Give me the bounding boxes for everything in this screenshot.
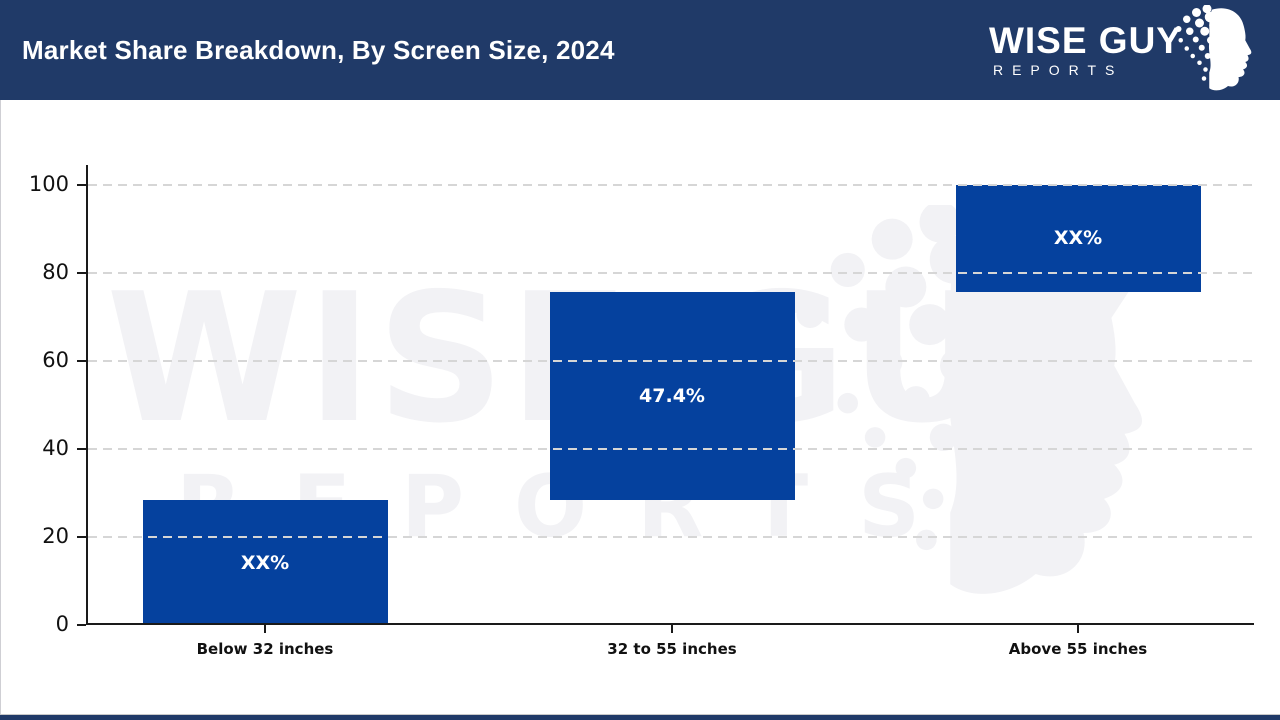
chart-area: WISE GUY REPORTS 0 20 40 60 80 100 XX% 47.4% XX%…: [0, 100, 1280, 714]
header-bar: Market Share Breakdown, By Screen Size, …: [0, 0, 1280, 100]
gridline-100: [88, 184, 1254, 186]
bar-segment: XX%: [955, 185, 1201, 292]
y-axis-line: [86, 165, 88, 625]
y-tick-mark: [77, 448, 86, 450]
bar-value-label: XX%: [1053, 227, 1103, 250]
y-tick-mark: [77, 360, 86, 362]
y-tick-mark: [77, 624, 86, 626]
gridline-80: [88, 272, 1254, 274]
y-tick-label: 100: [28, 172, 69, 196]
x-axis-line: [86, 623, 1254, 625]
gridline-40: [88, 448, 1254, 450]
y-tick-label: 20: [42, 524, 69, 548]
x-tick-mark: [264, 625, 266, 633]
bar-segment: 47.4%: [549, 291, 795, 501]
wise-guy-logo: WISE GUY REPORTS: [989, 5, 1264, 95]
bar-segment: XX%: [142, 500, 388, 625]
logo-name: WISE GUY: [988, 20, 1182, 61]
logo-wordmark: WISE GUY REPORTS: [989, 22, 1182, 78]
face-profile-logo-icon: [1175, 5, 1252, 91]
x-category-label: Above 55 inches: [1008, 640, 1148, 658]
y-tick-label: 60: [42, 348, 69, 372]
y-tick-label: 80: [42, 260, 69, 284]
y-tick-label: 0: [55, 612, 69, 636]
x-tick-mark: [1077, 625, 1079, 633]
y-tick-mark: [77, 272, 86, 274]
x-category-label: Below 32 inches: [196, 640, 334, 658]
x-tick-mark: [671, 625, 673, 633]
bar-value-label: 47.4%: [639, 385, 705, 408]
gridline-60: [88, 360, 1254, 362]
logo-subtext: REPORTS: [992, 62, 1124, 78]
y-tick-mark: [77, 184, 86, 186]
x-category-label: 32 to 55 inches: [607, 640, 737, 658]
y-tick-label: 40: [42, 436, 69, 460]
footer-bar: [0, 714, 1280, 720]
bar-value-label: XX%: [240, 551, 290, 574]
y-tick-mark: [77, 536, 86, 538]
gridline-20: [88, 536, 1254, 538]
page-title: Market Share Breakdown, By Screen Size, …: [22, 34, 615, 65]
